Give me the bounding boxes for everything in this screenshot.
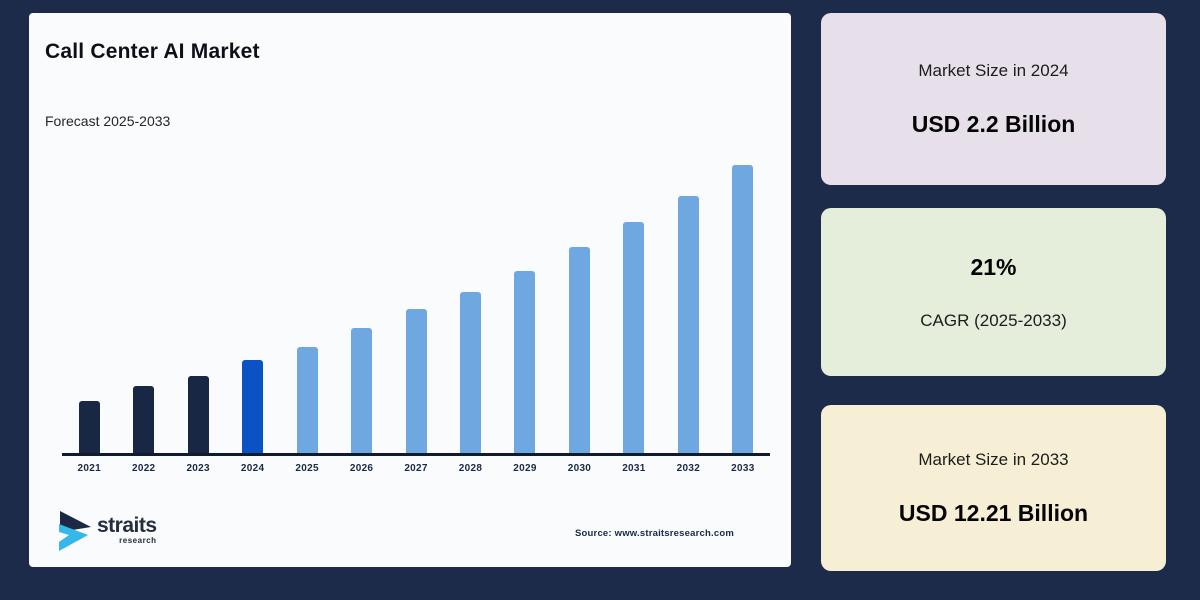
bar-label-2023: 2023 — [186, 463, 210, 474]
bar-label-2029: 2029 — [513, 463, 537, 474]
bar-cell — [498, 271, 552, 453]
straits-research-logo: straits research — [55, 507, 157, 553]
market-size-2024-value: USD 2.2 Billion — [911, 110, 1076, 137]
market-size-2033-value: USD 12.21 Billion — [898, 499, 1089, 526]
bar-2033 — [732, 165, 754, 453]
logo-subtitle: research — [119, 536, 157, 545]
bar-cell — [443, 292, 497, 453]
bar-2021 — [78, 401, 100, 453]
bars — [62, 165, 770, 456]
bar-2028 — [460, 292, 482, 453]
bar-cell — [716, 165, 770, 453]
stats-column: Market Size in 2024 USD 2.2 Billion 21% … — [821, 13, 1166, 571]
chart-title: Call Center AI Market — [45, 40, 260, 63]
market-size-2024-panel: Market Size in 2024 USD 2.2 Billion — [821, 13, 1166, 185]
bar-cell — [661, 196, 715, 453]
bar-cell — [607, 222, 661, 453]
bar-2024 — [242, 360, 264, 453]
bar-2032 — [677, 196, 699, 453]
bar-label-2025: 2025 — [295, 463, 319, 474]
bar-label-2033: 2033 — [731, 463, 755, 474]
bar-2031 — [623, 222, 645, 453]
bar-label-2030: 2030 — [567, 463, 592, 474]
bar-label-2021: 2021 — [77, 463, 101, 474]
chart-subtitle: Forecast 2025-2033 — [45, 113, 171, 129]
chart-card: Call Center AI Market Forecast 2025-2033… — [29, 13, 791, 567]
bar-cell — [280, 347, 334, 453]
bar-chart: 2021 2022 2023 2024 2025 2026 2027 2028 2029 2030… — [62, 165, 770, 474]
bar-label-2031: 2031 — [622, 463, 646, 474]
bar-label-2032: 2032 — [676, 463, 701, 474]
bar-label-2024: 2024 — [240, 463, 265, 474]
bar-cell — [389, 309, 443, 453]
bar-cell — [334, 328, 388, 453]
bar-cell — [225, 360, 279, 453]
cagr-value: 21% — [970, 253, 1017, 280]
bar-label-2022: 2022 — [131, 463, 156, 474]
bar-label-2026: 2026 — [349, 463, 374, 474]
bar-cell — [62, 401, 116, 453]
bar-cell — [171, 376, 225, 453]
source-attribution: Source: www.straitsresearch.com — [575, 528, 734, 539]
bar-2026 — [351, 328, 373, 453]
cagr-panel: 21% CAGR (2025-2033) — [821, 208, 1166, 376]
bar-2023 — [187, 376, 209, 453]
bar-2027 — [405, 309, 427, 453]
logo-name: straits — [97, 514, 157, 537]
bar-label-2028: 2028 — [458, 463, 483, 474]
bar-label-2027: 2027 — [404, 463, 428, 474]
bar-cell — [552, 247, 606, 453]
bar-labels: 2021 2022 2023 2024 2025 2026 2027 2028 2029 2030… — [62, 456, 770, 474]
cagr-label: CAGR (2025-2033) — [920, 310, 1067, 330]
bar-2029 — [514, 271, 536, 453]
market-size-2024-label: Market Size in 2024 — [918, 60, 1069, 80]
bar-2022 — [133, 386, 155, 453]
bar-2025 — [296, 347, 318, 453]
straits-logo-icon — [59, 511, 91, 551]
bar-cell — [116, 386, 170, 453]
market-size-2033-label: Market Size in 2033 — [918, 449, 1069, 469]
market-size-2033-panel: Market Size in 2033 USD 12.21 Billion — [821, 405, 1166, 571]
bar-2030 — [568, 247, 590, 453]
